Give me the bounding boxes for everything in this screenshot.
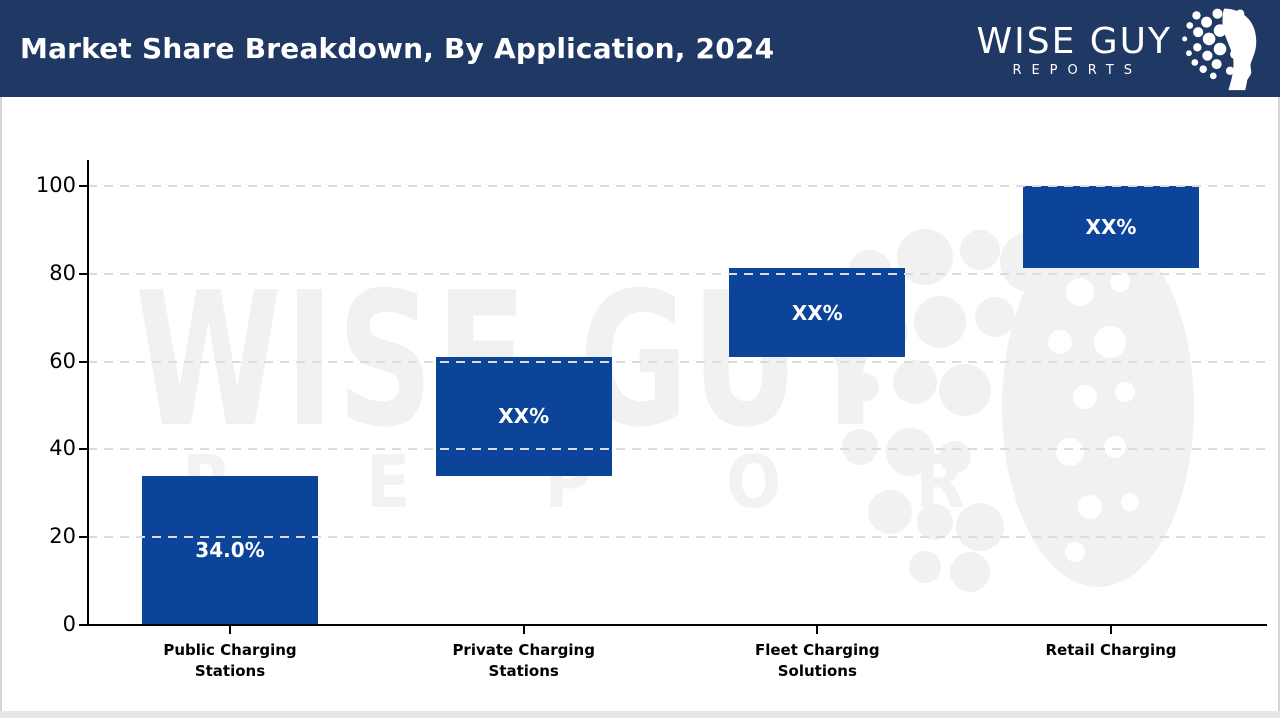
bar-segment: XX%: [435, 357, 612, 476]
y-tick-label: 40: [49, 436, 76, 461]
y-tick-mark: [79, 185, 88, 187]
x-tick-mark: [229, 626, 231, 634]
page-border-right: [1278, 97, 1280, 718]
brand-logo-text: WISE GUY REPORTS: [976, 21, 1173, 78]
dotted-face-icon: [1182, 8, 1257, 90]
y-tick-label: 20: [49, 524, 76, 549]
bar-value-label: 34.0%: [195, 538, 265, 563]
y-tick-mark: [79, 272, 88, 275]
y-tick-mark: [79, 360, 88, 363]
gridline: [88, 536, 1266, 539]
bar-value-label: XX%: [498, 404, 550, 429]
brand-name: WISE GUY: [976, 21, 1172, 62]
y-tick-mark: [79, 536, 88, 539]
y-tick-label: 60: [49, 348, 76, 373]
bar-value-label: XX%: [1085, 215, 1137, 240]
page-bottom-strip: [0, 711, 1280, 718]
category-label: Retail Charging: [1045, 641, 1177, 659]
bar-value-label: XX%: [791, 300, 843, 325]
chart-title: Market Share Breakdown, By Application, …: [20, 32, 775, 65]
category-label: Private Charging Stations: [452, 641, 595, 680]
y-tick-label: 0: [62, 612, 76, 636]
x-axis-line: [86, 624, 1267, 626]
y-tick-label: 100: [35, 173, 76, 197]
gridline: [88, 448, 1266, 451]
header-band: Market Share Breakdown, By Application, …: [0, 0, 1280, 97]
gridline: [88, 360, 1266, 363]
y-tick-label: 80: [49, 260, 76, 285]
brand-subname: REPORTS: [1012, 63, 1143, 78]
x-tick-mark: [1110, 626, 1112, 634]
gridline: [88, 272, 1266, 275]
bar-segment: XX%: [729, 268, 906, 358]
gridline: [88, 185, 1266, 187]
y-tick-mark: [79, 448, 88, 451]
category-label: Fleet Charging Solutions: [754, 641, 880, 680]
page-border-left: [0, 97, 2, 718]
y-axis-line: [87, 160, 89, 626]
x-tick-mark: [816, 626, 819, 634]
x-tick-mark: [522, 626, 525, 634]
y-tick-mark: [79, 624, 88, 626]
category-label: Public Charging Stations: [163, 641, 297, 680]
brand-logo: WISE GUY REPORTS: [977, 0, 1263, 97]
bar-segment: XX%: [1023, 186, 1199, 269]
bar-segment: 34.0%: [142, 475, 318, 625]
